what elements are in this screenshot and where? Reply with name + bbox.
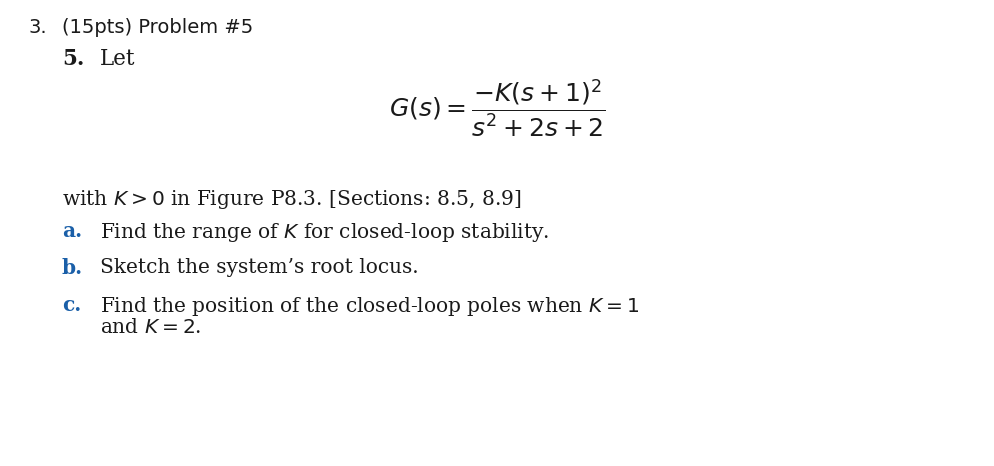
Text: b.: b. (62, 258, 83, 278)
Text: (15pts) Problem #5: (15pts) Problem #5 (62, 18, 253, 37)
Text: 5.: 5. (62, 48, 84, 70)
Text: Sketch the system’s root locus.: Sketch the system’s root locus. (100, 258, 418, 277)
Text: a.: a. (62, 221, 83, 241)
Text: Let: Let (100, 48, 135, 70)
Text: with $\mathit{K} > 0$ in Figure P8.3. [Sections: 8.5, 8.9]: with $\mathit{K} > 0$ in Figure P8.3. [S… (62, 188, 521, 211)
Text: c.: c. (62, 295, 82, 315)
Text: Find the position of the closed-loop poles when $\mathit{K} = 1$: Find the position of the closed-loop pol… (100, 295, 638, 318)
Text: 3.: 3. (28, 18, 47, 37)
Text: $\mathit{G}(\mathit{s}) = \dfrac{-\mathit{K}(\mathit{s}+1)^{2}}{\mathit{s}^{2}+2: $\mathit{G}(\mathit{s}) = \dfrac{-\mathi… (389, 77, 604, 139)
Text: Find the range of $\mathit{K}$ for closed-loop stability.: Find the range of $\mathit{K}$ for close… (100, 221, 549, 244)
Text: and $\mathit{K} = 2$.: and $\mathit{K} = 2$. (100, 318, 201, 337)
